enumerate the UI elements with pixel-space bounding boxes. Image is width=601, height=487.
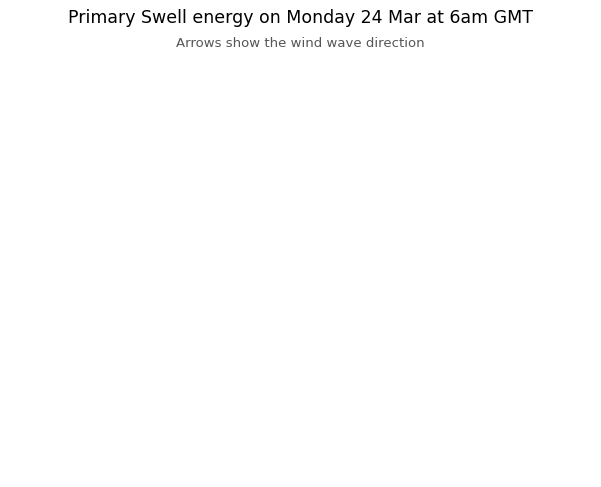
Text: Primary Swell energy on Monday 24 Mar at 6am GMT: Primary Swell energy on Monday 24 Mar at… [68,9,533,27]
Text: cartopy required: cartopy required [243,264,358,279]
Text: Arrows show the wind wave direction: Arrows show the wind wave direction [176,37,425,50]
